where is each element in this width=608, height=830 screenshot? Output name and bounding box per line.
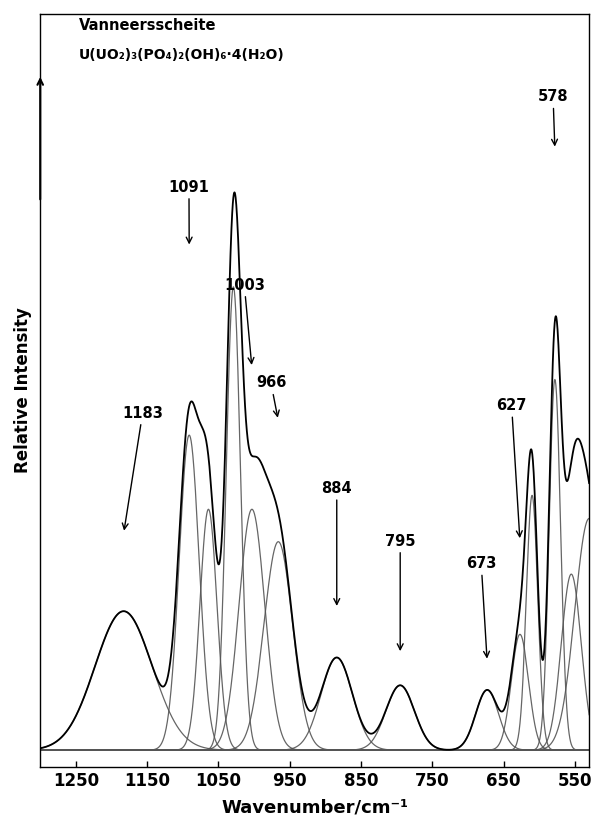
Text: 673: 673 xyxy=(466,556,497,657)
Text: 627: 627 xyxy=(497,398,527,537)
Text: U(UO₂)₃(PO₄)₂(OH)₆·4(H₂O): U(UO₂)₃(PO₄)₂(OH)₆·4(H₂O) xyxy=(78,48,285,61)
Text: 1003: 1003 xyxy=(224,277,264,364)
Text: 884: 884 xyxy=(322,481,352,604)
Text: 1091: 1091 xyxy=(168,179,209,243)
Text: 966: 966 xyxy=(256,375,286,417)
Text: Vanneersscheite: Vanneersscheite xyxy=(78,17,216,32)
Text: 795: 795 xyxy=(385,534,415,650)
Text: 1183: 1183 xyxy=(122,406,163,530)
X-axis label: Wavenumber/cm⁻¹: Wavenumber/cm⁻¹ xyxy=(221,798,408,816)
Text: 1029: 1029 xyxy=(0,829,1,830)
Y-axis label: Relative Intensity: Relative Intensity xyxy=(14,307,32,473)
Text: 578: 578 xyxy=(538,90,568,145)
